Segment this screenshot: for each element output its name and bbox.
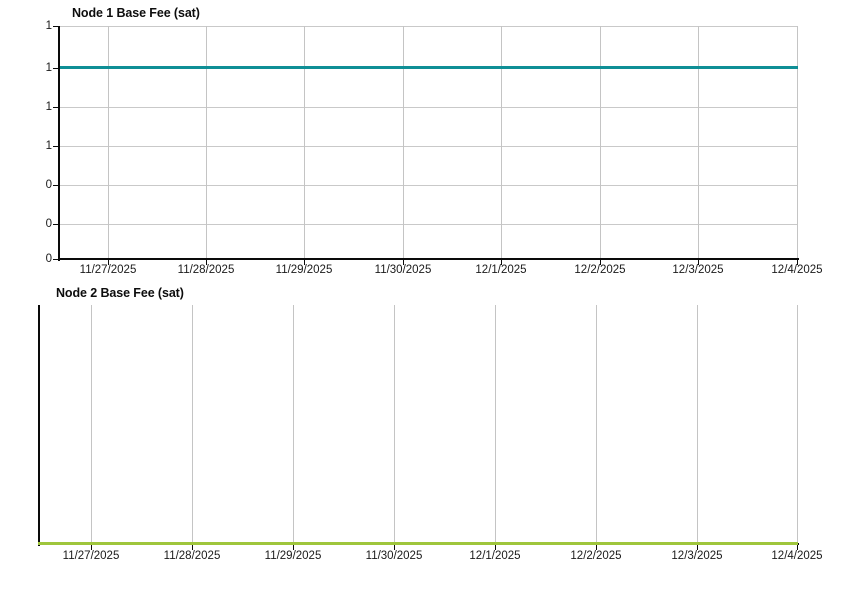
- chart-1-xtick-label: 12/4/2025: [771, 264, 823, 276]
- chart-1-ytick-mark: [53, 224, 58, 226]
- chart-2-xtick-label: 12/3/2025: [671, 550, 723, 562]
- chart-1-xtick-mark: [600, 260, 602, 265]
- chart-1-gridline-h: [58, 146, 798, 147]
- chart-2-xtick-mark: [697, 545, 699, 550]
- chart-1-gridline-h: [58, 107, 798, 108]
- chart-2-xtick-label: 12/4/2025: [771, 550, 823, 562]
- chart-2-series-node-2-base-fee: [38, 542, 798, 545]
- chart-1-xtick-mark: [108, 260, 110, 265]
- chart-1-gridline-h: [58, 26, 798, 27]
- chart-1-ytick-label: 0: [45, 179, 52, 191]
- chart-1-x-axis: [58, 258, 799, 260]
- chart-1-xtick-label: 12/1/2025: [475, 264, 527, 276]
- chart-1-gridline-h: [58, 185, 798, 186]
- chart-2-xtick-label: 12/1/2025: [469, 550, 521, 562]
- chart-1-ytick-label: 1: [45, 140, 52, 152]
- chart-1-gridline-v: [698, 26, 699, 260]
- chart-1-xtick-mark: [797, 260, 799, 265]
- chart-1-ytick-mark: [53, 107, 58, 109]
- chart-2-gridline-v: [596, 305, 597, 545]
- chart-2-gridline-v: [394, 305, 395, 545]
- chart-1-ytick-label: 1: [45, 101, 52, 113]
- chart-1-gridline-v: [206, 26, 207, 260]
- chart-1-xtick-mark: [698, 260, 700, 265]
- chart-1-xtick-label: 12/2/2025: [574, 264, 626, 276]
- chart-node-1-base-fee: Node 1 Base Fee (sat): [0, 0, 860, 282]
- chart-1-xtick-mark: [304, 260, 306, 265]
- chart-1-gridline-h: [58, 224, 798, 225]
- chart-1-xtick-mark: [403, 260, 405, 265]
- chart-2-gridline-v: [91, 305, 92, 545]
- chart-1-gridline-v: [403, 26, 404, 260]
- chart-1-xtick-label: 11/27/2025: [79, 264, 137, 276]
- chart-2-xtick-label: 12/2/2025: [570, 550, 622, 562]
- chart-2-xtick-mark: [596, 545, 598, 550]
- chart-1-title: Node 1 Base Fee (sat): [72, 6, 200, 20]
- chart-2-xtick-mark: [394, 545, 396, 550]
- chart-1-xtick-label: 11/29/2025: [275, 264, 333, 276]
- chart-1-y-axis: [58, 26, 60, 261]
- chart-1-gridline-v: [108, 26, 109, 260]
- chart-1-gridline-v: [501, 26, 502, 260]
- chart-2-y-axis: [38, 305, 40, 546]
- chart-1-ytick-mark: [53, 68, 58, 70]
- chart-1-ytick-label: 1: [45, 62, 52, 74]
- chart-1-ytick-label: 1: [45, 20, 52, 32]
- chart-2-xtick-label: 11/27/2025: [62, 550, 120, 562]
- chart-1-xtick-label: 12/3/2025: [672, 264, 724, 276]
- chart-1-xtick-label: 11/30/2025: [374, 264, 432, 276]
- chart-1-plot-area: [53, 26, 799, 265]
- chart-1-ytick-mark: [53, 26, 58, 28]
- chart-2-xtick-mark: [495, 545, 497, 550]
- chart-2-xtick-mark: [192, 545, 194, 550]
- chart-1-gridline-v: [304, 26, 305, 260]
- chart-node-2-base-fee: Node 2 Base Fee (sat): [0, 282, 860, 600]
- chart-1-ytick-mark: [53, 259, 58, 261]
- chart-2-xtick-mark: [91, 545, 93, 550]
- chart-1-ytick-mark: [53, 146, 58, 148]
- chart-1-series-node-1-base-fee: [58, 66, 798, 69]
- chart-2-gridline-v: [293, 305, 294, 545]
- chart-2-gridline-v: [797, 305, 798, 545]
- chart-2-gridline-v: [192, 305, 193, 545]
- chart-1-ytick-mark: [53, 185, 58, 187]
- chart-2-gridline-v: [495, 305, 496, 545]
- chart-1-gridline-v: [600, 26, 601, 260]
- chart-2-title: Node 2 Base Fee (sat): [56, 286, 184, 300]
- chart-1-xtick-mark: [501, 260, 503, 265]
- chart-2-xtick-mark: [797, 545, 799, 550]
- chart-2-xtick-label: 11/30/2025: [365, 550, 423, 562]
- chart-2-plot-area: [38, 305, 799, 550]
- chart-1-xtick-mark: [206, 260, 208, 265]
- chart-1-gridline-v: [797, 26, 798, 260]
- chart-2-xtick-label: 11/28/2025: [163, 550, 221, 562]
- chart-2-xtick-mark: [293, 545, 295, 550]
- chart-1-ytick-label: 0: [45, 253, 52, 265]
- chart-2-gridline-v: [697, 305, 698, 545]
- chart-1-xtick-label: 11/28/2025: [177, 264, 235, 276]
- chart-1-ytick-label: 0: [45, 218, 52, 230]
- chart-2-xtick-label: 11/29/2025: [264, 550, 322, 562]
